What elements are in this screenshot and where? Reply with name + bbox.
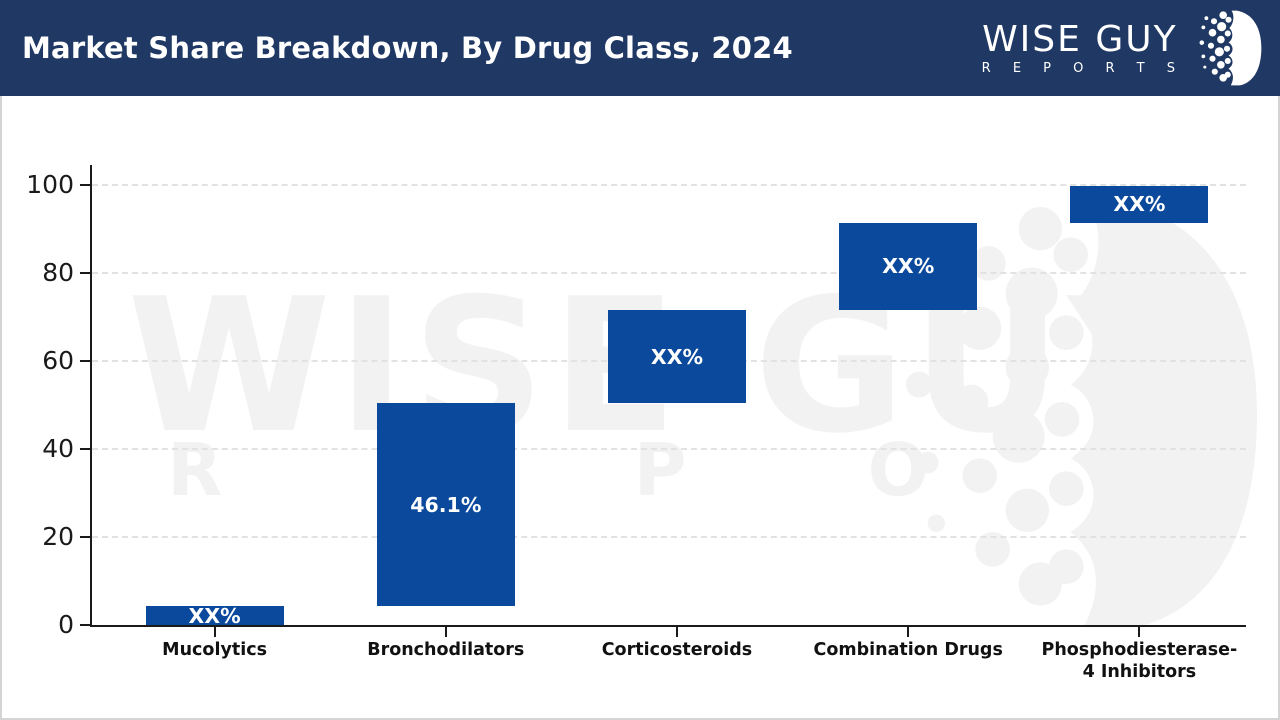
bar-value-label-bronchodilators: 46.1%: [410, 492, 482, 517]
bar-value-label-phosphodiesterase-4-inhibitors: XX%: [1113, 192, 1166, 217]
category-label-corticosteroids: Corticosteroids: [601, 640, 753, 660]
plot-area: 0 20 40 60 80 100 XX% Mucolytics 46.1% Bronchodil…: [26, 165, 1246, 682]
page-title: Market Share Breakdown, By Drug Class, 2…: [22, 31, 793, 65]
bar-combination-drugs: XX%: [839, 222, 978, 310]
y-axis-label-20: 20: [42, 522, 74, 551]
y-axis-tick-60: [80, 360, 90, 362]
y-axis-label-100: 100: [26, 170, 74, 199]
watermark-face-icon: [906, 202, 1257, 628]
gridline-40: [92, 448, 1246, 450]
bar-mucolytics: XX%: [145, 603, 284, 628]
bar-corticosteroids: XX%: [608, 309, 746, 404]
y-axis-tick-40: [80, 448, 90, 450]
y-axis-label-60: 60: [42, 346, 74, 375]
gridline-80: [92, 272, 1246, 274]
bar-phosphodiesterase-4-inhibitors: XX%: [1070, 185, 1209, 223]
category-label-combination-drugs: Combination Drugs: [813, 640, 1003, 660]
brand-face-icon: [1199, 10, 1262, 86]
category-label-mucolytics: Mucolytics: [162, 640, 268, 660]
brand-logo-name: WISE GUY: [982, 18, 1178, 60]
x-axis-tick-phosphodiesterase-4-inhibitors: [1138, 627, 1141, 637]
gridline-20: [92, 536, 1246, 538]
bar-value-label-mucolytics: XX%: [188, 603, 241, 628]
gridline-100: [92, 184, 1246, 186]
bar-value-label-corticosteroids: XX%: [650, 344, 704, 369]
y-axis-tick-0: [80, 624, 90, 626]
y-axis-tick-80: [80, 272, 90, 274]
y-axis-label-0: 0: [58, 610, 74, 639]
brand-logo: WISE GUY R E P O R T S: [976, 0, 1266, 96]
y-axis-tick-100: [80, 184, 90, 186]
bar-bronchodilators: 46.1%: [376, 403, 515, 607]
y-axis-tick-20: [80, 536, 90, 538]
x-axis-tick-combination-drugs: [907, 627, 910, 637]
header-bar: Market Share Breakdown, By Drug Class, 2…: [0, 0, 1280, 96]
x-axis-tick-mucolytics: [213, 627, 216, 637]
brand-logo-text: WISE GUY R E P O R T S: [976, 18, 1184, 76]
y-axis-label-40: 40: [42, 434, 74, 463]
x-axis-tick-corticosteroids: [676, 627, 678, 637]
y-axis-label-80: 80: [42, 258, 74, 287]
x-axis-tick-bronchodilators: [444, 627, 447, 637]
category-label-bronchodilators: Bronchodilators: [367, 640, 525, 660]
bar-value-label-combination-drugs: XX%: [882, 254, 935, 279]
brand-logo-subtitle: R E P O R T S: [981, 60, 1184, 76]
category-label-phosphodiesterase-4-inhibitors: Phosphodiesterase- 4 Inhibitors: [1041, 640, 1238, 682]
